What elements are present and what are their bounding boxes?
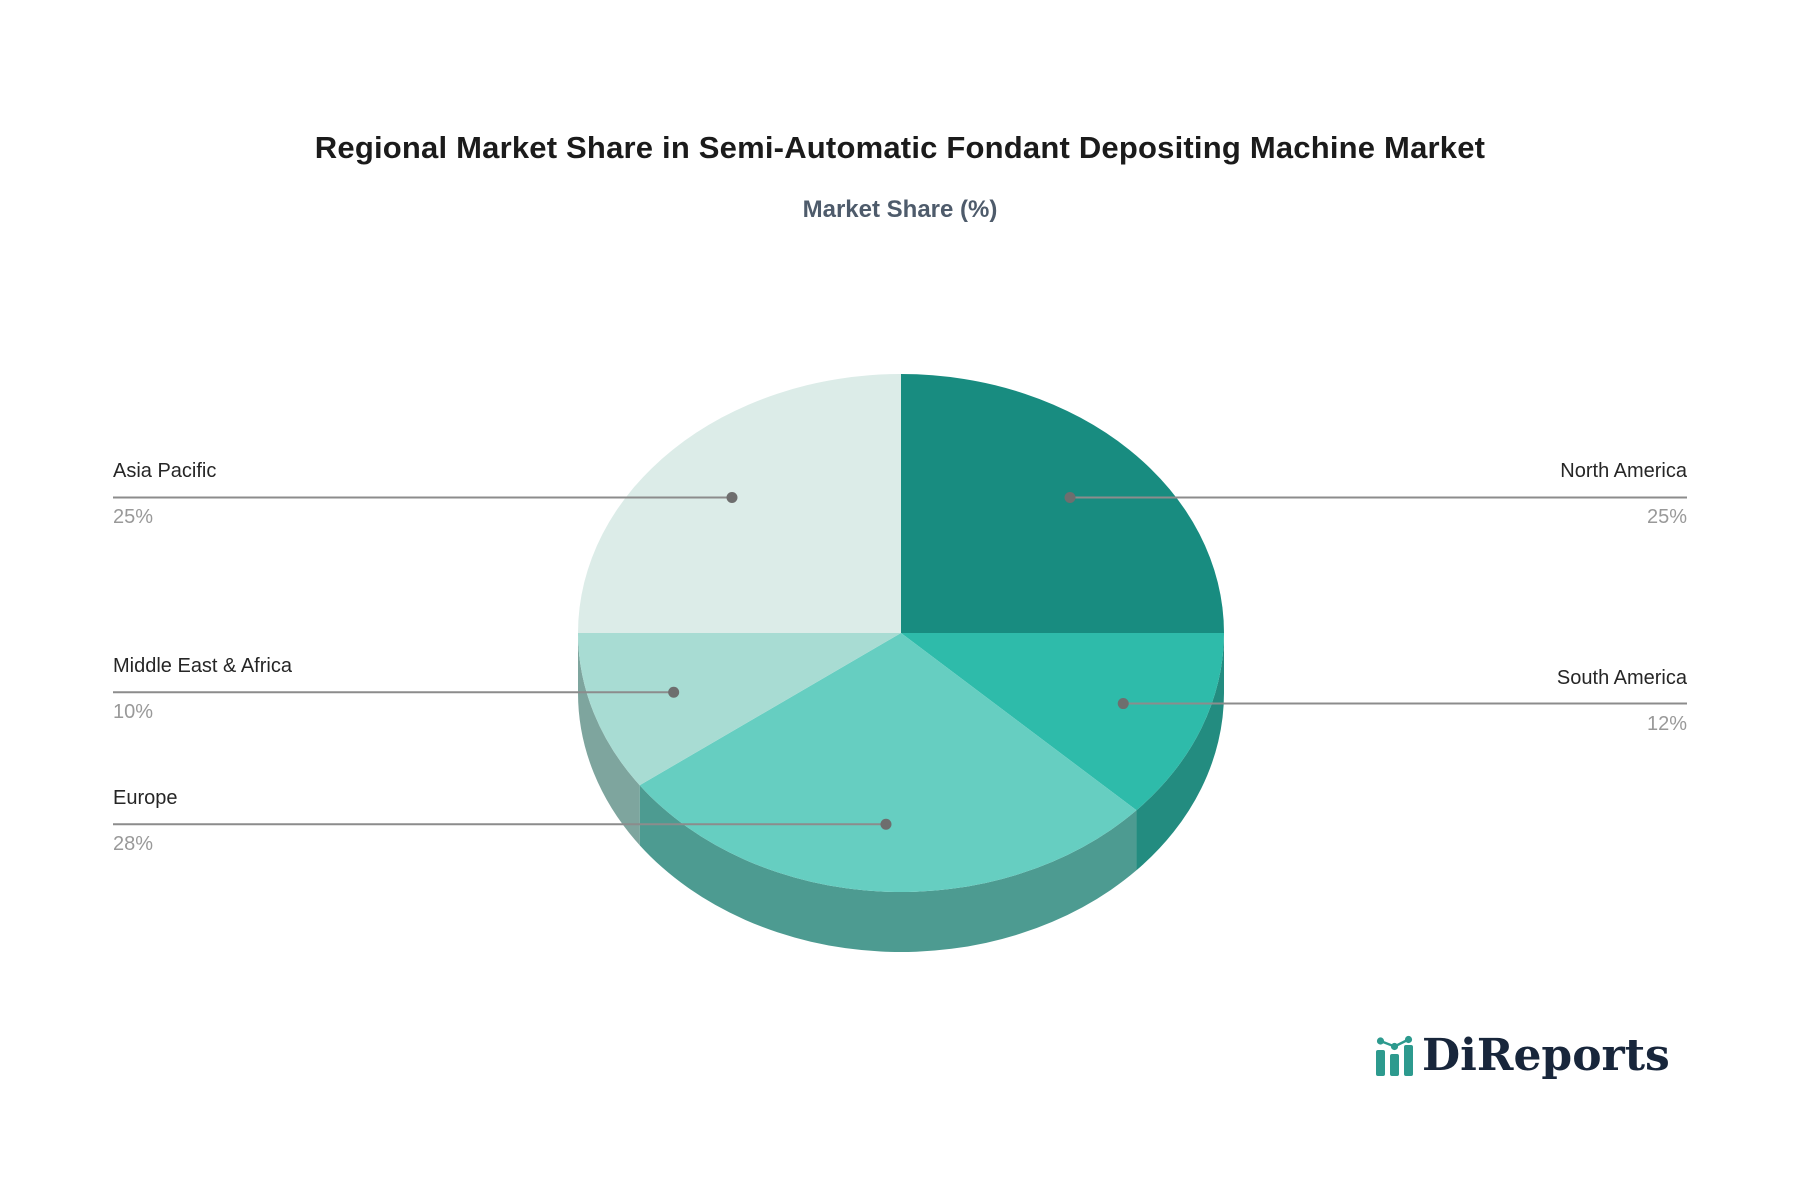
slice-value-europe: 28% [113, 833, 154, 856]
leader-dot-asia-pacific [726, 491, 738, 503]
leader-dot-middle-east-africa [668, 686, 680, 698]
leader-dot-south-america [1117, 698, 1129, 710]
brand-logo-text: DiReports [1422, 1030, 1670, 1081]
pie-slice-asia-pacific[interactable] [578, 374, 901, 633]
slice-value-asia-pacific: 25% [113, 506, 154, 529]
slice-label-north-america: North America [1560, 460, 1687, 483]
pie-slice-wall-middle-east-africa [578, 633, 640, 846]
bar-line-chart-icon [1376, 1035, 1413, 1076]
slice-label-europe: Europe [113, 787, 178, 810]
brand-logo: DiReports [1374, 1034, 1670, 1078]
pie-slice-europe[interactable] [639, 633, 1137, 892]
pie-slice-north-america[interactable] [901, 374, 1224, 633]
slice-label-south-america: South America [1556, 666, 1687, 689]
slice-value-middle-east-africa: 10% [113, 701, 154, 724]
slice-value-south-america: 12% [1646, 712, 1687, 735]
pie-slice-wall-south-america [1136, 633, 1224, 871]
slice-label-middle-east-africa: Middle East & Africa [113, 655, 292, 678]
leader-dot-europe [880, 818, 892, 830]
pie-slice-middle-east-africa[interactable] [578, 633, 901, 786]
leader-dot-north-america [1064, 491, 1076, 503]
chart-subtitle: Market Share (%) [802, 196, 998, 223]
pie-slice-wall-europe [639, 785, 1137, 953]
slice-value-north-america: 25% [1646, 506, 1687, 529]
pie-slice-south-america[interactable] [901, 633, 1224, 811]
slice-label-asia-pacific: Asia Pacific [113, 460, 217, 483]
chart-title: Regional Market Share in Semi-Automatic … [314, 130, 1486, 165]
